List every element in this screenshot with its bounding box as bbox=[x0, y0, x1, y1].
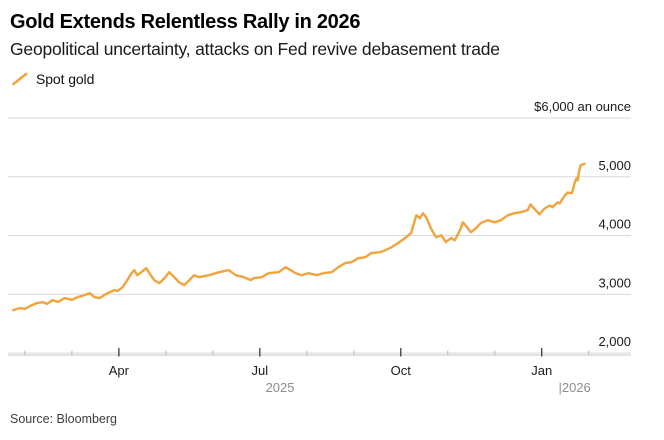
x-axis-label-Apr: Apr bbox=[109, 363, 130, 378]
y-axis-label-2000: 2,000 bbox=[598, 334, 631, 349]
x-axis-label-Jul: Jul bbox=[252, 363, 269, 378]
legend-label: Spot gold bbox=[36, 71, 95, 87]
legend: Spot gold bbox=[11, 69, 94, 89]
line-series-swatch-icon bbox=[12, 72, 28, 86]
y-axis-label-6000: $6,000 an ounce bbox=[534, 99, 631, 114]
year-label-2026: |2026 bbox=[558, 380, 590, 395]
chart-subtitle: Geopolitical uncertainty, attacks on Fed… bbox=[10, 39, 500, 59]
x-axis-label-Jan: Jan bbox=[531, 363, 552, 378]
x-axis-label-Oct: Oct bbox=[391, 363, 412, 378]
series-line-spot-gold bbox=[11, 162, 586, 312]
y-axis-label-3000: 3,000 bbox=[598, 275, 631, 290]
year-label-2025: 2025 bbox=[266, 380, 295, 395]
page-title: Gold Extends Relentless Rally in 2026 bbox=[10, 11, 361, 33]
source-attribution: Source: Bloomberg bbox=[10, 412, 118, 426]
y-axis-label-5000: 5,000 bbox=[598, 158, 631, 173]
y-axis-label-4000: 4,000 bbox=[598, 217, 631, 232]
